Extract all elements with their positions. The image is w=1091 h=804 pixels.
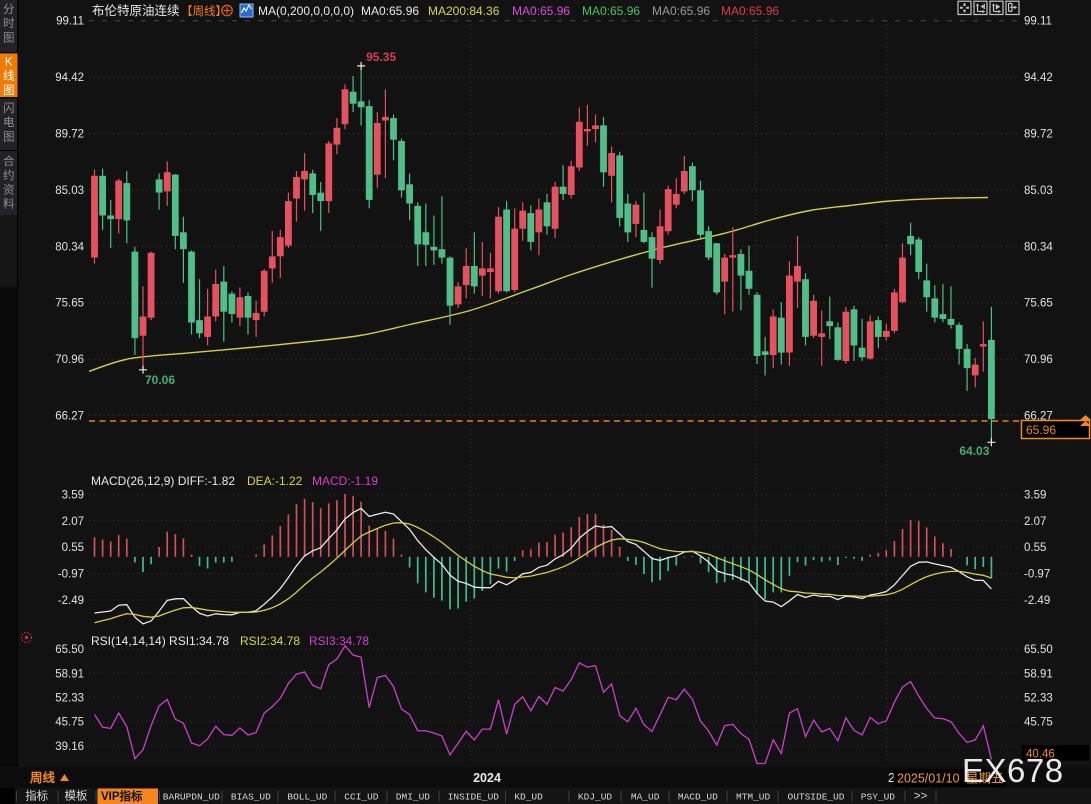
svg-text:CCI_UD: CCI_UD (344, 792, 379, 803)
svg-text:MA0:65.96: MA0:65.96 (512, 4, 570, 18)
svg-text:64.03: 64.03 (959, 444, 989, 458)
svg-text:图: 图 (3, 31, 15, 44)
svg-text:MA0:65.96: MA0:65.96 (361, 4, 419, 18)
svg-text:约: 约 (3, 168, 15, 182)
svg-text:85.03: 85.03 (1024, 185, 1053, 197)
svg-text:DMI_UD: DMI_UD (396, 792, 431, 803)
svg-text:-2.49: -2.49 (58, 595, 84, 607)
svg-text:KDJ_UD: KDJ_UD (578, 792, 613, 803)
svg-text:94.42: 94.42 (55, 72, 84, 84)
svg-text:75.65: 75.65 (55, 298, 84, 310)
svg-text:70.96: 70.96 (1024, 354, 1053, 366)
svg-text:65.50: 65.50 (55, 644, 84, 656)
svg-text:时: 时 (3, 17, 15, 30)
svg-text:MA200:84.36: MA200:84.36 (428, 4, 500, 18)
svg-text:MACD:-1.19: MACD:-1.19 (312, 474, 378, 488)
svg-text:MACD(26,12,9) DIFF:-1.82: MACD(26,12,9) DIFF:-1.82 (91, 474, 235, 488)
svg-text:RSI(14,14,14) RSI1:34.78: RSI(14,14,14) RSI1:34.78 (91, 634, 229, 648)
svg-text:BOLL_UD: BOLL_UD (287, 792, 327, 803)
svg-text:39.16: 39.16 (55, 741, 84, 753)
svg-text:指标: 指标 (25, 789, 48, 803)
svg-text:52.33: 52.33 (1024, 693, 1053, 705)
svg-text:OUTSIDE_UD: OUTSIDE_UD (788, 792, 845, 803)
svg-text:MTM_UD: MTM_UD (736, 792, 771, 803)
svg-text:70.96: 70.96 (55, 354, 84, 366)
svg-text:周线: 周线 (30, 770, 56, 785)
svg-text:0.55: 0.55 (62, 542, 84, 554)
svg-text:RSI2:34.78: RSI2:34.78 (240, 634, 300, 648)
svg-text:料: 料 (3, 197, 15, 211)
svg-text:80.34: 80.34 (1024, 241, 1053, 253)
svg-text:2.07: 2.07 (1024, 516, 1046, 528)
svg-text:45.75: 45.75 (55, 717, 84, 729)
svg-text:99.11: 99.11 (1024, 16, 1052, 28)
svg-text:电: 电 (3, 116, 15, 129)
svg-text:-0.97: -0.97 (1024, 569, 1050, 581)
svg-text:MA0:65.96: MA0:65.96 (652, 4, 710, 18)
svg-text:合: 合 (3, 154, 15, 168)
svg-text:3.59: 3.59 (62, 489, 84, 501)
svg-text:89.72: 89.72 (1024, 129, 1053, 141)
svg-text:95.35: 95.35 (366, 50, 396, 64)
svg-text:PSY_UD: PSY_UD (861, 792, 896, 803)
svg-text:45.75: 45.75 (1024, 717, 1053, 729)
svg-text:>>: >> (914, 791, 928, 803)
svg-text:66.27: 66.27 (1024, 410, 1053, 422)
svg-text:0.55: 0.55 (1024, 542, 1046, 554)
svg-text:MA_UD: MA_UD (631, 792, 660, 803)
svg-text:VIP指标: VIP指标 (101, 789, 143, 803)
svg-text:线: 线 (3, 69, 15, 83)
svg-text:58.91: 58.91 (55, 668, 84, 680)
svg-text:EX678: EX678 (962, 752, 1064, 789)
svg-text:MACD_UD: MACD_UD (678, 792, 718, 803)
svg-text:75.65: 75.65 (1024, 298, 1053, 310)
svg-text:闪: 闪 (3, 101, 15, 115)
svg-text:K: K (5, 57, 13, 69)
svg-text:MA0:65.96: MA0:65.96 (582, 4, 640, 18)
svg-text:BIAS_UD: BIAS_UD (231, 792, 271, 803)
svg-text:2.07: 2.07 (62, 516, 84, 528)
svg-text:58.91: 58.91 (1024, 668, 1053, 680)
svg-text:【周线】: 【周线】 (181, 4, 227, 18)
svg-text:70.06: 70.06 (145, 373, 175, 387)
svg-text:图: 图 (3, 130, 15, 143)
svg-text:89.72: 89.72 (55, 129, 84, 141)
svg-text:RSI3:34.78: RSI3:34.78 (309, 634, 369, 648)
svg-text:40.46: 40.46 (1026, 749, 1055, 761)
svg-text:-0.97: -0.97 (58, 569, 84, 581)
svg-text:2025/01/10: 2025/01/10 (897, 772, 960, 786)
svg-text:2024: 2024 (473, 771, 501, 785)
svg-text:-2.49: -2.49 (1024, 595, 1050, 607)
svg-text:BARUPDN_UD: BARUPDN_UD (163, 792, 220, 803)
svg-text:资: 资 (3, 183, 15, 196)
svg-text:52.33: 52.33 (55, 693, 84, 705)
svg-text:分: 分 (3, 3, 15, 16)
svg-text:80.34: 80.34 (55, 241, 84, 253)
svg-text:星期五: 星期五 (966, 772, 1004, 786)
svg-text:65.96: 65.96 (1026, 423, 1056, 437)
svg-text:DEA:-1.22: DEA:-1.22 (247, 474, 303, 488)
svg-text:65.50: 65.50 (1024, 644, 1053, 656)
svg-text:MA0:65.96: MA0:65.96 (721, 4, 779, 18)
svg-text:85.03: 85.03 (55, 185, 84, 197)
svg-text:3.59: 3.59 (1024, 489, 1046, 501)
svg-text:INSIDE_UD: INSIDE_UD (448, 792, 500, 803)
svg-text:布伦特原油连续: 布伦特原油连续 (92, 3, 180, 18)
svg-text:KD_UD: KD_UD (514, 792, 543, 803)
svg-text:99.11: 99.11 (56, 16, 84, 28)
svg-text:图: 图 (3, 84, 15, 97)
svg-text:MA(0,200,0,0,0,0): MA(0,200,0,0,0,0) (258, 4, 354, 18)
svg-text:66.27: 66.27 (55, 410, 84, 422)
svg-text:94.42: 94.42 (1024, 72, 1053, 84)
svg-text:模板: 模板 (65, 789, 88, 803)
